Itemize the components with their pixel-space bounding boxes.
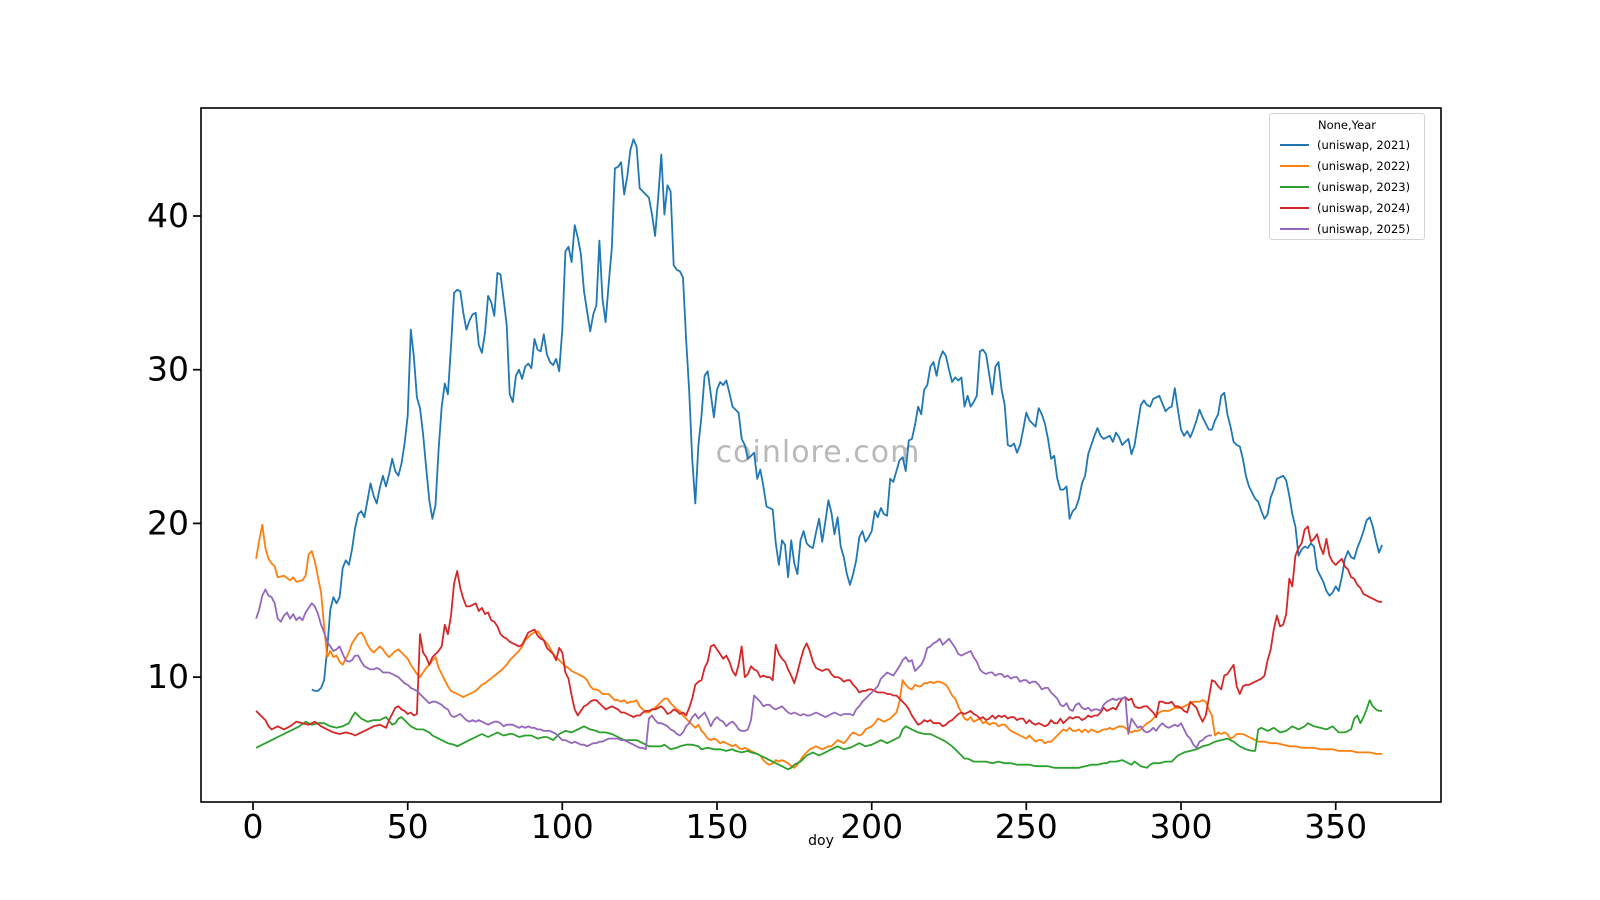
x-tick-label: 0 (243, 807, 264, 846)
legend-line-swatch (1280, 185, 1309, 188)
y-tick-label: 30 (147, 350, 189, 389)
series-line-2022 (255, 524, 1383, 769)
legend-entry-2023: (uniswap, 2023) (1275, 176, 1419, 197)
x-axis-label: doy (808, 833, 834, 849)
legend-line-swatch (1280, 143, 1309, 146)
x-tick-label: 200 (840, 807, 903, 846)
legend-entry-2024: (uniswap, 2024) (1275, 198, 1419, 219)
x-tick-label: 100 (531, 807, 594, 846)
x-tick-label: 250 (995, 807, 1058, 846)
x-tick-label: 350 (1304, 807, 1367, 846)
legend-entry-2022: (uniswap, 2022) (1275, 155, 1419, 176)
series-line-2024 (255, 525, 1383, 737)
watermark: coinlore.com (716, 435, 921, 470)
legend-entry-label: (uniswap, 2022) (1317, 158, 1411, 173)
legend-entry-label: (uniswap, 2024) (1317, 201, 1411, 216)
series-line-2025 (255, 588, 1212, 751)
axes-frame (200, 107, 1442, 803)
legend-entry-2021: (uniswap, 2021) (1275, 134, 1419, 155)
y-tick-label: 10 (147, 657, 189, 696)
legend-entry-label: (uniswap, 2021) (1317, 137, 1411, 152)
x-tick-label: 50 (387, 807, 429, 846)
legend-line-swatch (1280, 164, 1309, 167)
legend-entry-2025: (uniswap, 2025) (1275, 219, 1419, 240)
legend: None,Year (uniswap, 2021) (uniswap, 2022)… (1269, 113, 1425, 240)
series-line-2021 (311, 138, 1383, 692)
legend-entry-label: (uniswap, 2025) (1317, 222, 1411, 237)
series-lines (255, 138, 1383, 771)
legend-line-swatch (1280, 228, 1309, 231)
legend-line-swatch (1280, 207, 1309, 210)
y-tick-label: 20 (147, 503, 189, 542)
series-line-2023 (255, 699, 1383, 771)
legend-title: None,Year (1317, 118, 1376, 132)
x-tick-label: 150 (686, 807, 749, 846)
x-tick-label: 300 (1150, 807, 1213, 846)
axis-ticks: 0 50 100 150 200 250 300 350 10 20 30 40 (147, 196, 1367, 846)
y-tick-label: 40 (147, 196, 189, 235)
legend-entry-label: (uniswap, 2023) (1317, 179, 1411, 194)
